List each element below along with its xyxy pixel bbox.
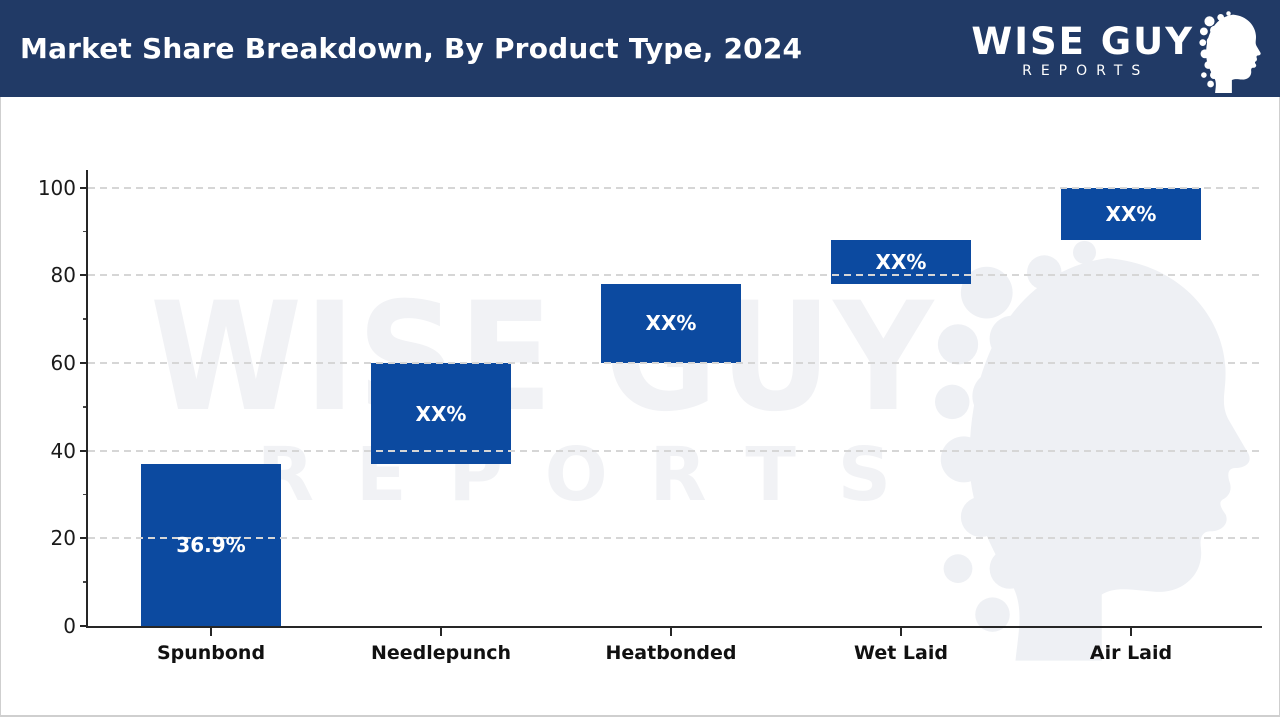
logo-wordmark: WISE GUY xyxy=(971,20,1194,64)
y-minor-tick-70 xyxy=(83,318,88,320)
x-tick-spunbond xyxy=(210,627,212,636)
watermark-wordmark: WISE GUY xyxy=(150,271,936,445)
dotted-head-icon xyxy=(1196,9,1270,93)
gridline-100 xyxy=(88,186,1262,189)
y-tick-100 xyxy=(80,186,88,189)
y-tick-0 xyxy=(80,625,88,627)
logo-text: WISE GUY REPORTS xyxy=(971,20,1194,79)
bar-heatbonded xyxy=(601,284,741,363)
y-tick-label-20: 20 xyxy=(50,526,76,551)
bar-value-label-needlepunch: XX% xyxy=(415,401,467,426)
gridline-20 xyxy=(88,537,1262,540)
y-tick-label-0: 0 xyxy=(63,614,76,638)
y-axis-line xyxy=(86,170,88,628)
y-minor-tick-30 xyxy=(83,493,88,496)
category-label-air-laid: Air Laid xyxy=(1089,642,1173,664)
category-label-heatbonded: Heatbonded xyxy=(605,642,737,664)
bar-wet-laid xyxy=(831,240,971,284)
page-title: Market Share Breakdown, By Product Type,… xyxy=(20,32,803,65)
wise-guy-reports-logo: WISE GUY REPORTS xyxy=(971,8,1270,94)
y-tick-label-100: 100 xyxy=(37,175,76,200)
y-tick-label-80: 80 xyxy=(50,263,76,288)
bar-air-laid xyxy=(1061,187,1201,241)
y-tick-label-60: 60 xyxy=(50,350,76,375)
bar-value-label-air-laid: XX% xyxy=(1105,201,1157,226)
bar-spunbond xyxy=(141,464,281,626)
gridline-60 xyxy=(88,361,1262,364)
logo-subtitle: REPORTS xyxy=(1022,62,1150,79)
y-minor-tick-10 xyxy=(83,581,88,583)
gridline-40 xyxy=(88,449,1262,452)
x-axis-line xyxy=(86,626,1262,628)
x-tick-needlepunch xyxy=(440,627,442,636)
y-tick-60 xyxy=(80,361,88,364)
y-tick-80 xyxy=(80,274,88,277)
bar-value-label-spunbond: 36.9% xyxy=(176,533,246,558)
y-tick-20 xyxy=(80,537,88,540)
bar-needlepunch xyxy=(371,362,511,465)
category-label-spunbond: Spunbond xyxy=(156,642,266,664)
bar-value-label-wet-laid: XX% xyxy=(875,250,927,275)
x-tick-heatbonded xyxy=(670,627,672,636)
bar-value-label-heatbonded: XX% xyxy=(645,311,697,336)
y-tick-40 xyxy=(80,449,88,452)
category-label-wet-laid: Wet Laid xyxy=(854,642,948,664)
y-minor-tick-50 xyxy=(83,406,88,408)
x-tick-air-laid xyxy=(1130,627,1132,636)
x-tick-wet-laid xyxy=(900,627,902,636)
header-bar: Market Share Breakdown, By Product Type,… xyxy=(0,0,1280,97)
y-tick-label-40: 40 xyxy=(50,438,76,463)
gridline-80 xyxy=(88,274,1262,277)
category-label-needlepunch: Needlepunch xyxy=(370,642,512,664)
y-minor-tick-90 xyxy=(83,230,88,233)
